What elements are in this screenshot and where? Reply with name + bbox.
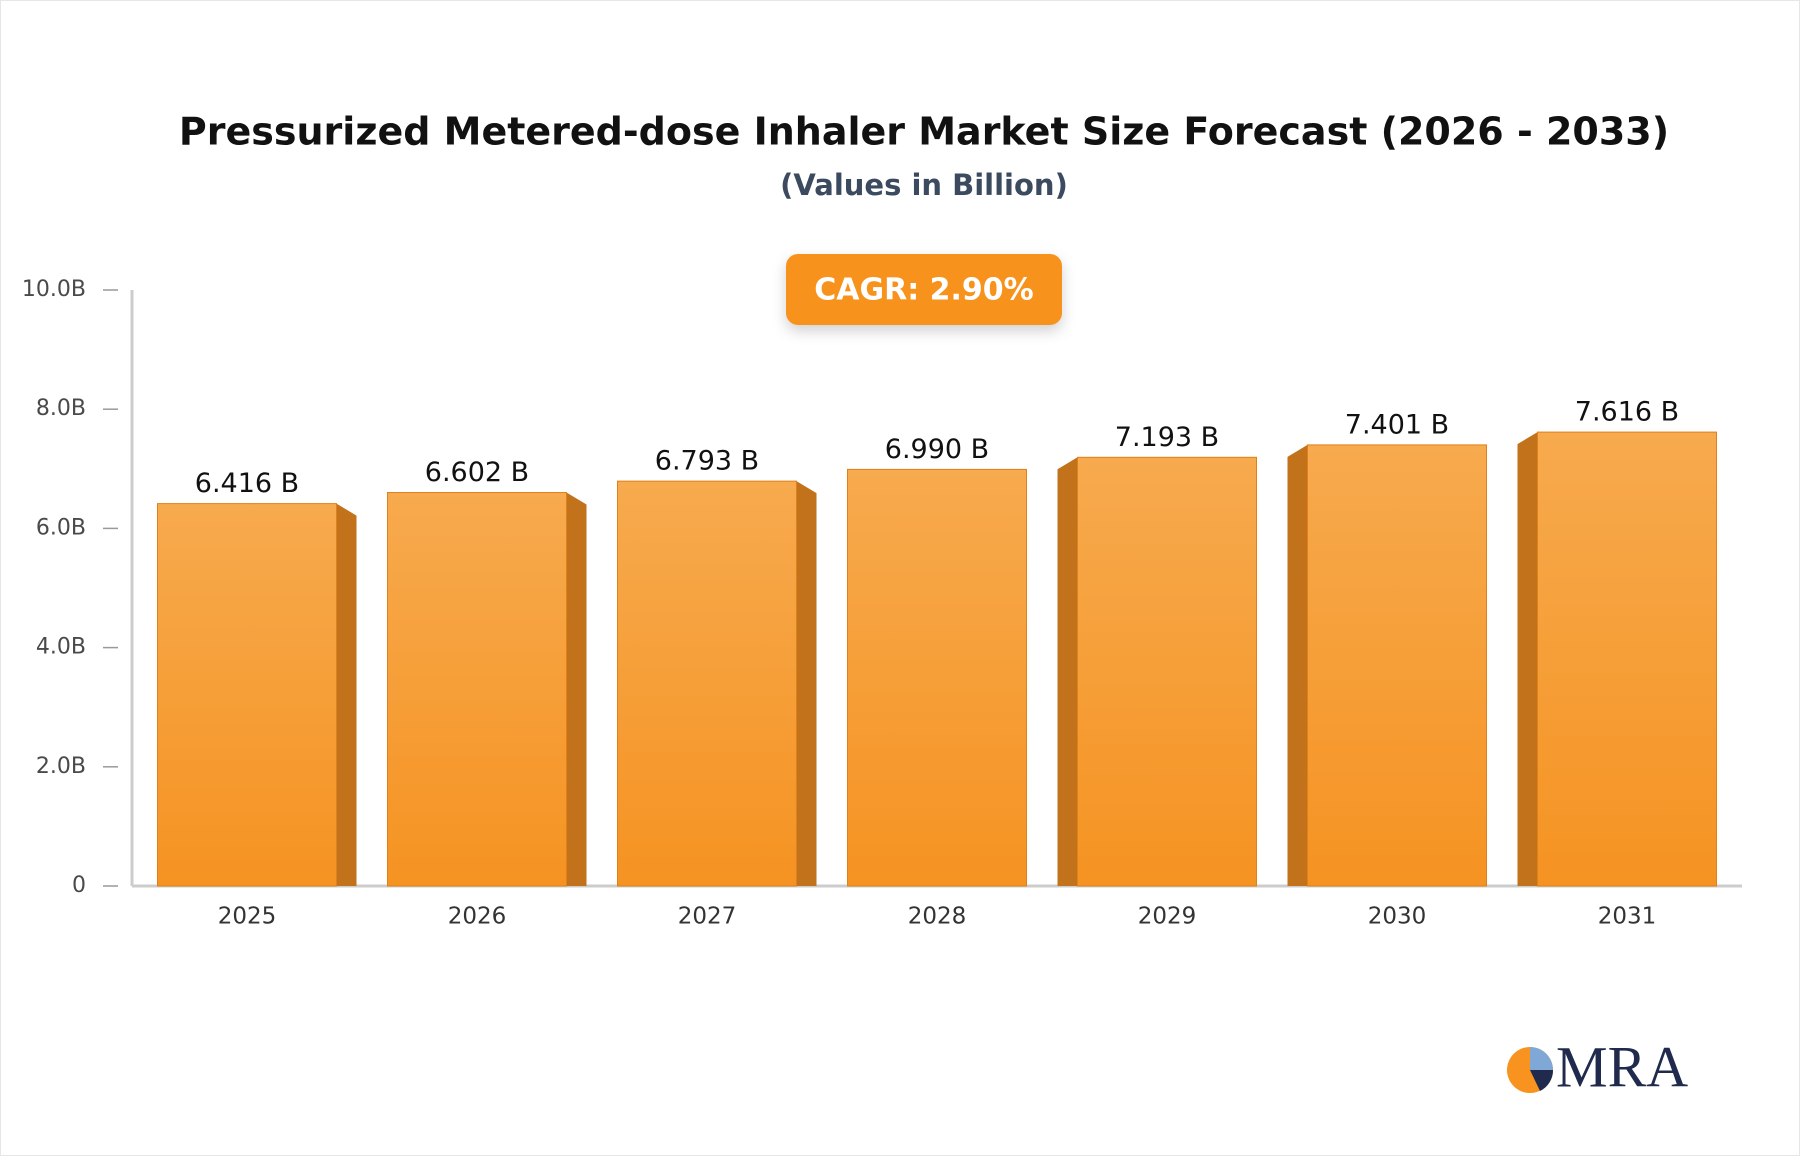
bar-side: [1287, 444, 1308, 886]
bar-side: [566, 492, 587, 886]
bar: [1077, 456, 1257, 887]
x-tick-label: 2029: [1138, 904, 1197, 930]
y-tick-label: 6.0B: [36, 515, 86, 540]
bar: [1537, 431, 1717, 887]
annotation-box: [786, 254, 1062, 325]
plot-area: 0 2.0B 4.0B 6.0B 8.0B 10.0B 2025 6.416 B 2026 6.6…: [22, 277, 1742, 930]
chart-subtitle: (Values in Billion): [780, 168, 1068, 202]
x-tick-label: 2031: [1598, 904, 1657, 930]
y-tick-label: 4.0B: [36, 635, 86, 660]
bar-side: [796, 481, 817, 886]
value-label: 6.990 B: [885, 434, 989, 465]
value-label: 7.193 B: [1115, 422, 1219, 453]
y-tick-label: 2.0B: [36, 754, 86, 779]
value-label: 6.602 B: [425, 457, 529, 488]
logo: MRA: [1507, 1034, 1688, 1099]
x-tick-label: 2030: [1368, 904, 1427, 930]
x-tick-label: 2026: [448, 904, 507, 930]
y-tick-label: 8.0B: [36, 396, 86, 421]
bar-side: [336, 503, 357, 886]
y-tick-label: 0: [72, 873, 86, 898]
logo-icon: [1530, 1047, 1553, 1070]
bar-side: [1517, 432, 1538, 886]
y-tick-label: 10.0B: [22, 277, 86, 302]
chart-title: Pressurized Metered-dose Inhaler Market …: [179, 110, 1669, 154]
value-label: 7.616 B: [1575, 397, 1679, 428]
cagr-annotation: CAGR: 2.90%: [814, 273, 1033, 308]
logo-text: MRA: [1556, 1034, 1688, 1099]
value-label: 7.401 B: [1345, 409, 1449, 440]
value-label: 6.793 B: [655, 446, 759, 477]
bar-side: [1057, 457, 1078, 886]
x-tick-label: 2027: [678, 904, 737, 930]
bar: [617, 480, 797, 887]
logo-icon: [1530, 1070, 1554, 1091]
bar: [387, 492, 567, 887]
x-tick-label: 2028: [908, 904, 967, 930]
bar: [847, 468, 1027, 887]
bar: [1307, 444, 1487, 887]
value-label: 6.416 B: [195, 468, 299, 499]
bar: [157, 503, 337, 887]
x-tick-label: 2025: [218, 904, 277, 930]
